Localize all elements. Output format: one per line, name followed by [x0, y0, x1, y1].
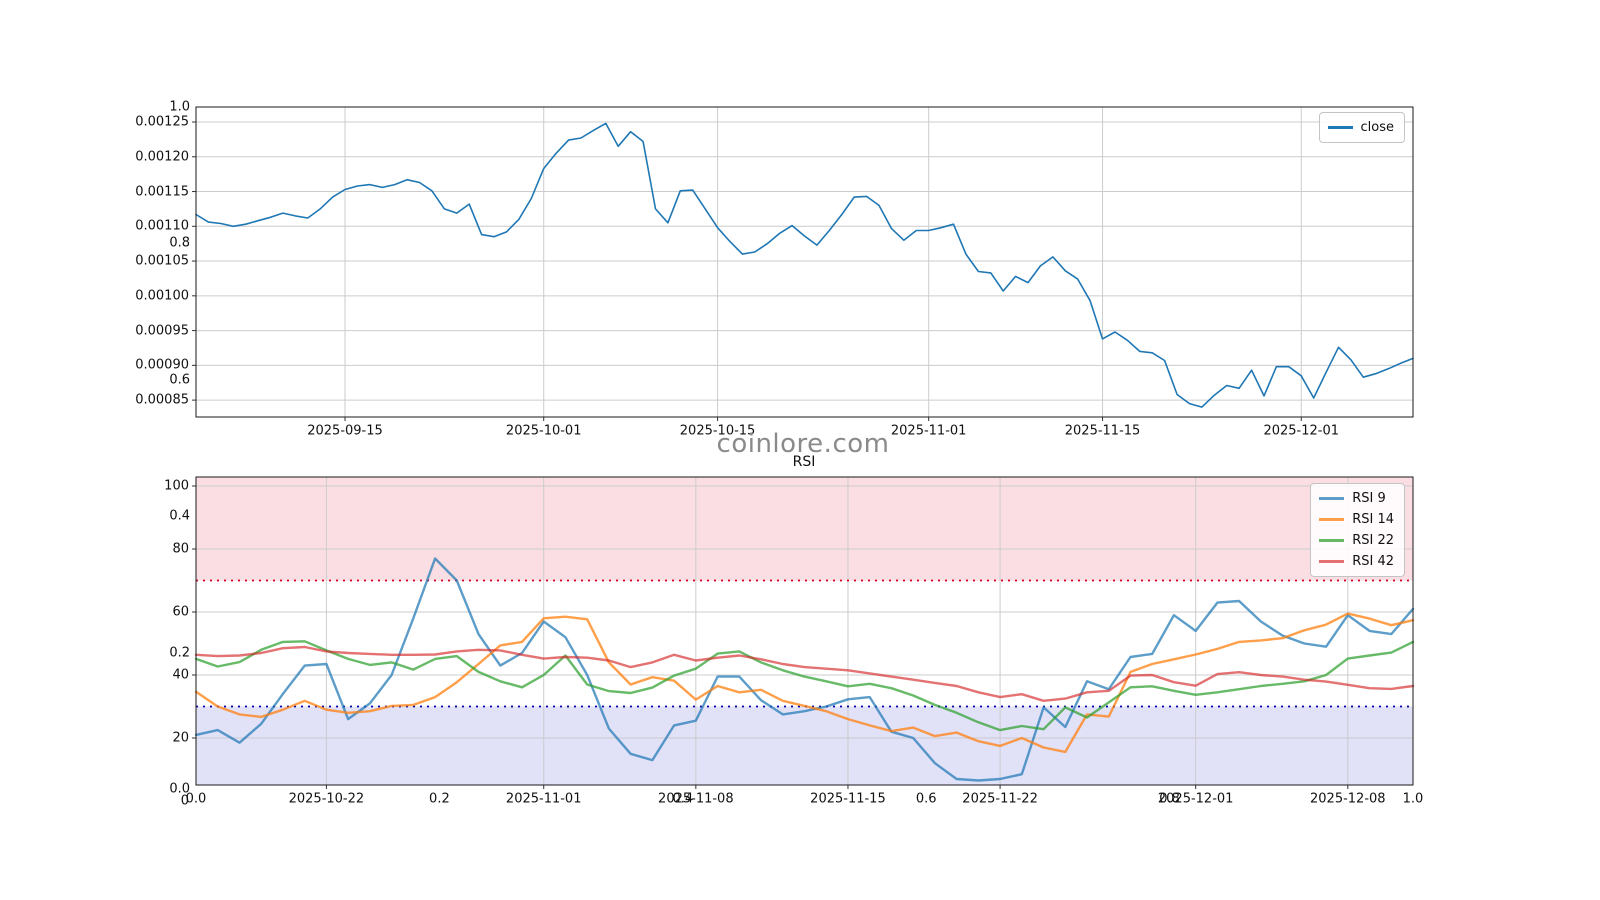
- legend-label: RSI 22: [1352, 533, 1394, 548]
- y-tick-label: 0.00125: [135, 114, 189, 130]
- y-tick-label: 40: [172, 667, 189, 683]
- legend-item: RSI 22: [1319, 530, 1394, 551]
- y-tick-label: 0.00100: [135, 288, 189, 304]
- band-overbought: [196, 477, 1413, 581]
- y-tick-label: 0.00110: [135, 218, 189, 234]
- legend-label: close: [1360, 120, 1394, 135]
- x-tick-label: 2025-10-01: [505, 423, 582, 439]
- x-tick-label: 2025-11-22: [962, 791, 1038, 807]
- x-tick-label: 2025-10-15: [679, 423, 756, 439]
- x-tick-label: 2025-12-01: [1263, 423, 1340, 439]
- legend-line-swatch: [1319, 539, 1345, 542]
- y-tick-label: 0.00095: [135, 323, 189, 339]
- watermark: coinlore.com: [716, 429, 890, 459]
- y-tick-label: 0.00105: [135, 253, 189, 269]
- legend-item: RSI 42: [1319, 551, 1394, 572]
- y-tick-label: 60: [172, 604, 189, 620]
- x-tick-label: 2025-12-01: [1157, 791, 1234, 807]
- phantom-left-label: 0.8: [169, 235, 190, 251]
- x-tick-label: 2025-11-15: [810, 791, 886, 807]
- series-rsi-42: [194, 645, 1415, 702]
- x-tick-label: 2025-11-01: [505, 791, 582, 807]
- legend-line-swatch: [1319, 518, 1345, 521]
- legend-label: RSI 14: [1352, 512, 1394, 527]
- y-tick-label: 80: [172, 541, 189, 557]
- phantom-bottom-label: 1.0: [1402, 791, 1424, 807]
- phantom-bottom-label: 0.0: [185, 791, 207, 807]
- series-close: [195, 122, 1414, 408]
- y-tick-label: 0.00085: [135, 392, 189, 408]
- phantom-bottom-label: 0.4: [672, 791, 694, 807]
- rsi-panel-title: RSI: [792, 454, 816, 470]
- phantom-left-label: 0.0: [169, 781, 190, 797]
- band-oversold: [196, 706, 1413, 785]
- y-tick-label: 0: [180, 793, 189, 809]
- legend-line-swatch: [1319, 560, 1345, 563]
- series-rsi-14: [194, 612, 1415, 754]
- phantom-bottom-label: 0.8: [1159, 791, 1180, 807]
- series-rsi-22: [194, 640, 1415, 732]
- x-tick-label: 2025-11-15: [1064, 423, 1141, 439]
- panel-border: [195, 106, 1414, 418]
- legend-item: close: [1327, 117, 1394, 138]
- phantom-bottom-label: 0.2: [429, 791, 450, 807]
- x-tick-label: 2025-10-22: [288, 791, 365, 807]
- phantom-left-label: 0.6: [169, 372, 190, 388]
- phantom-left-label: 0.2: [169, 645, 190, 661]
- legend-label: RSI 9: [1352, 491, 1386, 506]
- legend-item: RSI 9: [1319, 488, 1394, 509]
- phantom-bottom-label: 0.6: [915, 791, 937, 807]
- y-tick-label: 20: [172, 730, 189, 746]
- series-rsi-9: [194, 557, 1415, 782]
- legend-label: RSI 42: [1352, 554, 1394, 569]
- legend-line-swatch: [1319, 497, 1345, 500]
- y-tick-label: 0.00115: [135, 184, 189, 200]
- y-tick-label: 0.00120: [135, 149, 189, 165]
- legend-rsi: RSI 9 RSI 14 RSI 22 RSI 42: [1310, 483, 1405, 577]
- x-tick-label: 2025-11-01: [890, 423, 967, 439]
- legend-item: RSI 14: [1319, 509, 1394, 530]
- phantom-left-label: 1.0: [169, 99, 190, 115]
- x-tick-label: 2025-09-15: [307, 423, 383, 439]
- y-tick-label: 0.00090: [135, 357, 189, 373]
- panel-border: [195, 476, 1414, 786]
- y-tick-label: 100: [164, 478, 189, 494]
- phantom-left-label: 0.4: [169, 508, 190, 524]
- legend-line-swatch: [1327, 126, 1353, 129]
- x-tick-label: 2025-11-08: [658, 791, 734, 807]
- legend-close: close: [1318, 112, 1405, 143]
- x-tick-label: 2025-12-08: [1310, 791, 1386, 807]
